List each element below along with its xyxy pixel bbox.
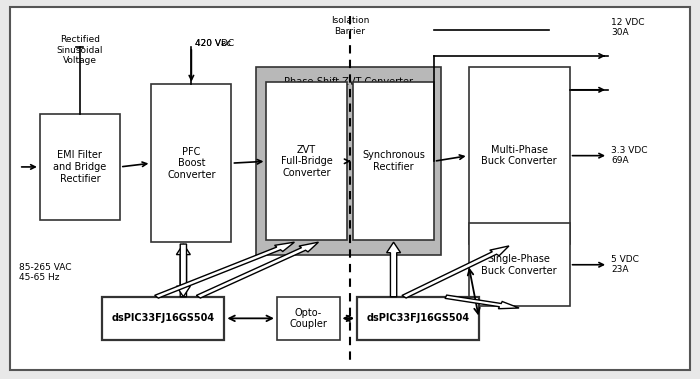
Text: ZVT
Full-Bridge
Converter: ZVT Full-Bridge Converter <box>281 145 332 178</box>
Text: Isolation
Barrier: Isolation Barrier <box>331 16 369 36</box>
Bar <box>468 67 570 244</box>
Bar <box>102 297 225 340</box>
Text: PFC
Boost
Converter: PFC Boost Converter <box>167 147 216 180</box>
Bar <box>354 82 434 240</box>
Text: 420 VDC: 420 VDC <box>195 39 234 48</box>
Bar <box>40 114 120 219</box>
Text: 420 Vᴃᴄ: 420 Vᴃᴄ <box>195 39 231 48</box>
Text: Phase-Shift ZVT Converter: Phase-Shift ZVT Converter <box>284 77 413 87</box>
Text: 12 VDC
30A: 12 VDC 30A <box>612 18 645 38</box>
FancyArrow shape <box>196 242 318 298</box>
Bar <box>357 297 479 340</box>
FancyArrow shape <box>155 242 295 298</box>
FancyArrow shape <box>176 244 190 297</box>
Text: 85-265 VAC
45-65 Hz: 85-265 VAC 45-65 Hz <box>19 263 71 282</box>
Bar <box>256 67 440 255</box>
Text: Rectified
Sinusoidal
Voltage: Rectified Sinusoidal Voltage <box>57 35 103 65</box>
FancyArrow shape <box>445 295 519 309</box>
Text: Single-Phase
Buck Converter: Single-Phase Buck Converter <box>482 254 557 276</box>
Text: 5 VDC
23A: 5 VDC 23A <box>612 255 639 274</box>
Text: Synchronous
Rectifier: Synchronous Rectifier <box>362 150 425 172</box>
Text: Multi-Phase
Buck Converter: Multi-Phase Buck Converter <box>482 145 557 166</box>
FancyArrow shape <box>402 246 509 298</box>
Text: dsPIC33FJ16GS504: dsPIC33FJ16GS504 <box>112 313 215 323</box>
Bar <box>276 297 340 340</box>
Bar <box>151 84 232 242</box>
Text: dsPIC33FJ16GS504: dsPIC33FJ16GS504 <box>366 313 470 323</box>
Text: EMI Filter
and Bridge
Rectifier: EMI Filter and Bridge Rectifier <box>53 150 106 183</box>
Bar <box>468 223 570 306</box>
FancyArrow shape <box>386 242 400 297</box>
Bar <box>266 82 346 240</box>
Text: Opto-
Coupler: Opto- Coupler <box>289 307 327 329</box>
FancyArrow shape <box>176 244 190 297</box>
Text: 3.3 VDC
69A: 3.3 VDC 69A <box>612 146 648 165</box>
